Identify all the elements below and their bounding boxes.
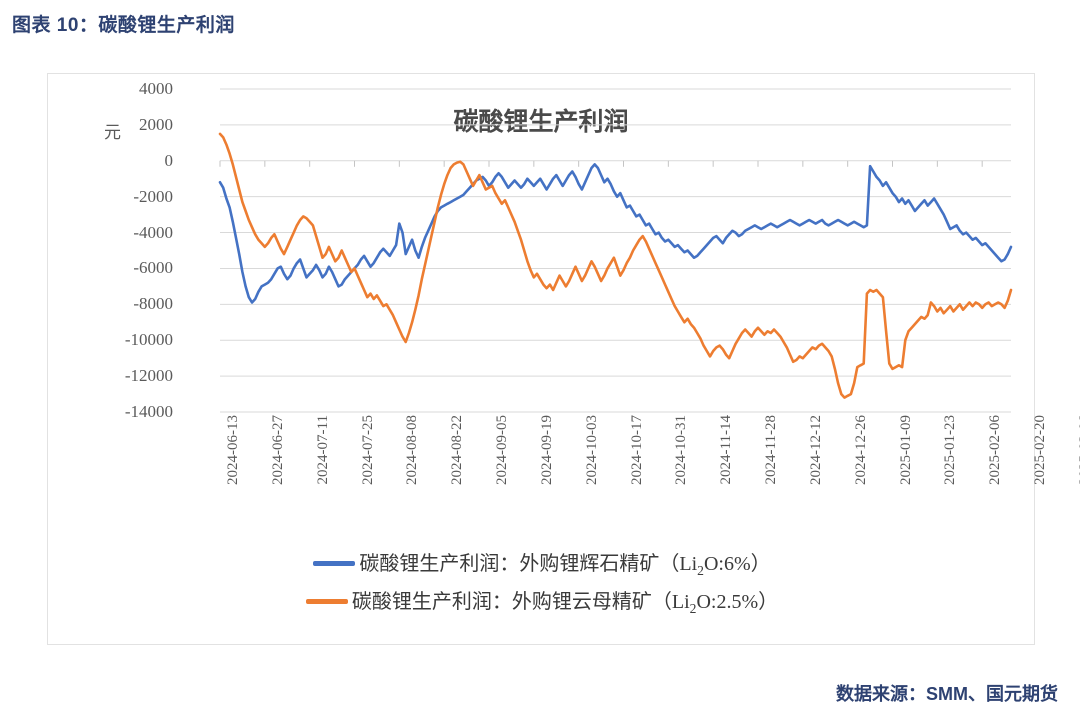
x-axis-tick-label: 2024-10-31 [673,415,690,485]
legend-item[interactable]: 碳酸锂生产利润：外购锂辉石精矿（Li2O:6%） [48,544,1036,582]
line-chart-svg [218,88,1013,413]
y-axis-tick-labels: 4000 2000 0 -2000 -4000 -6000 -8000 -10000 -1200… [48,74,173,424]
x-axis-tick-label: 2025-02-20 [1032,415,1048,485]
x-axis-tick-label: 2024-09-19 [538,415,555,485]
legend-color-swatch [305,598,348,604]
x-axis-tick-label: 2024-11-14 [718,415,735,485]
y-axis-tick-label: 0 [164,150,174,170]
x-axis-tick-labels: 2024-06-13 2024-06-27 2024-07-11 2024-07-25… [173,415,1080,535]
series-line [218,163,1013,304]
x-axis-tick-label: 2025-01-09 [897,415,914,485]
data-source-note: 数据来源：SMM、国元期货 [836,684,1058,704]
x-axis-tick-label: 2024-08-22 [449,415,466,485]
x-axis-tick-label: 2024-06-27 [269,415,286,485]
y-axis-tick-label: -10000 [124,330,173,350]
y-axis-tick-label: -8000 [133,294,173,314]
y-axis-tick-label: -14000 [124,402,173,421]
y-axis-tick-label: -12000 [124,366,173,386]
x-axis-tick-label: 2025-01-23 [942,415,959,485]
y-axis-tick-label: -4000 [133,222,173,242]
plot-area-wrapper: 4000 2000 0 -2000 -4000 -6000 -8000 -10000 -1200… [48,74,1080,646]
x-axis-tick-label: 2024-09-05 [494,415,510,485]
x-axis-tick-label: 2024-07-11 [314,415,331,485]
x-axis-tick-label: 2024-08-08 [404,415,421,485]
y-axis-tick-label: 4000 [139,79,173,98]
y-axis-tick-label: -2000 [133,186,173,206]
x-axis-tick-label: 2024-07-25 [359,415,376,485]
x-axis-tick-label: 2024-12-12 [807,415,824,485]
series-line [218,132,1013,399]
x-axis-tick-label: 2024-06-13 [225,415,241,485]
chart-title: 碳酸锂生产利润 [453,108,629,136]
chart-container: 碳酸锂生产利润 元 4000 2000 0 -2000 -4000 -6000 -8000 -… [47,73,1080,646]
legend-label: 碳酸锂生产利润：外购锂辉石精矿（Li2O:6%） [359,553,771,578]
x-axis-tick-label: 2024-10-03 [583,415,600,485]
x-axis-tick-label: 2024-11-28 [763,415,779,485]
x-axis-tick-label: 2025-02-06 [987,415,1004,485]
chart-legend: 碳酸锂生产利润：外购锂辉石精矿（Li2O:6%） 碳酸锂生产利润：外购锂云母精矿… [48,544,1036,620]
figure-caption: 图表 10：碳酸锂生产利润 [12,15,235,36]
y-axis-tick-label: -6000 [133,258,173,278]
legend-label: 碳酸锂生产利润：外购锂云母精矿（Li2O:2.5%） [351,591,779,616]
y-axis-unit-label: 元 [104,123,121,142]
legend-item[interactable]: 碳酸锂生产利润：外购锂云母精矿（Li2O:2.5%） [48,582,1036,620]
y-axis-tick-label: 2000 [139,114,173,134]
x-axis-tick-label: 2024-10-17 [628,415,645,485]
legend-color-swatch [313,560,356,566]
x-axis-tick-label: 2024-12-26 [852,415,869,485]
